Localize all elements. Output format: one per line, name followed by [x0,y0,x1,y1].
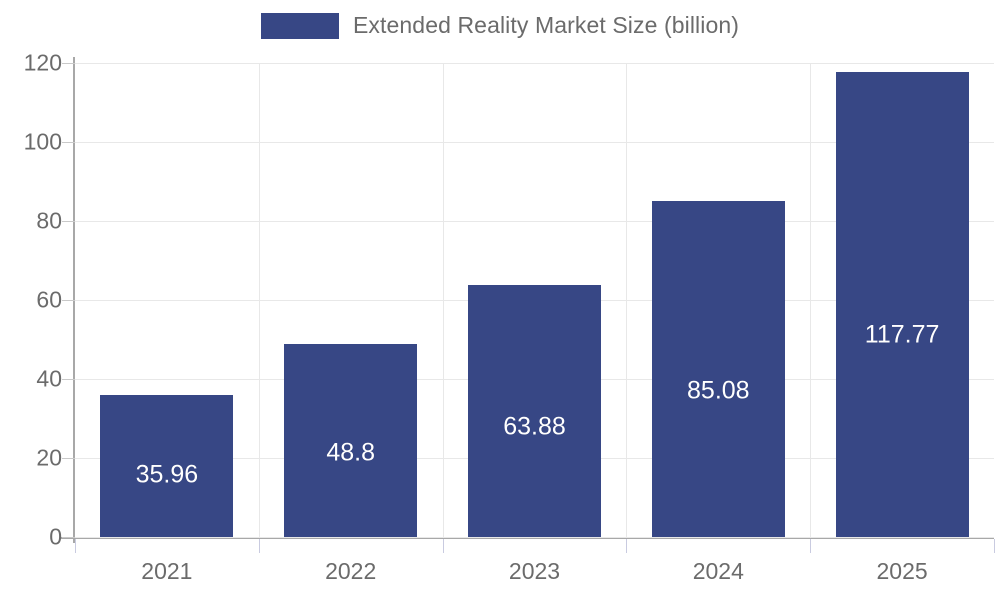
bar-2021[interactable] [100,394,234,537]
gridline-horizontal [75,142,994,143]
x-axis-label-2021: 2021 [141,558,193,584]
bar-2023[interactable] [468,284,601,537]
y-axis-label-80: 80 [36,207,62,234]
plot-area: 35.96 48.8 63.88 85.08 117.77 [75,63,994,538]
y-tick-mark [62,142,75,143]
bar-value-label-2021: 35.96 [135,460,199,489]
legend-item-label: Extended Reality Market Size (billion) [352,12,740,38]
y-axis-label-0: 0 [49,523,62,550]
bar-2024[interactable] [651,200,785,537]
x-axis-line [60,537,994,539]
y-axis-label-120: 120 [23,49,62,76]
gridline-vertical [259,63,260,537]
bar-2022[interactable] [284,344,418,537]
bar-value-label-2024: 85.08 [687,376,750,405]
gridline-vertical [443,63,444,537]
gridline-horizontal [75,63,994,64]
y-axis-label-20: 20 [36,444,62,471]
x-axis-label-2023: 2023 [508,558,561,584]
x-tick-mark [75,539,76,553]
gridline-horizontal [75,537,994,538]
gridline-vertical [810,63,811,537]
bar-value-label-2023: 63.88 [503,412,566,441]
bar-value-label-2025: 117.77 [864,320,940,349]
bar-2025[interactable] [835,71,969,537]
legend-item-extended-reality-market-size[interactable]: Extended Reality Market Size (billion) [260,12,740,39]
gridline-horizontal [75,221,994,222]
y-axis-label-40: 40 [36,365,62,392]
x-axis-label-2025: 2025 [876,558,928,584]
bar-value-label-2022: 48.8 [326,438,376,467]
y-tick-mark [62,300,75,301]
y-axis-tick-labels: 0 20 40 60 80 100 120 [0,0,62,600]
x-axis-label-2022: 2022 [325,558,377,584]
y-axis-label-60: 60 [36,286,62,313]
x-tick-mark [626,539,627,553]
x-tick-mark [810,539,811,553]
y-axis-label-100: 100 [23,128,62,155]
y-tick-mark [62,379,75,380]
x-tick-mark [443,539,444,553]
y-tick-mark [62,221,75,222]
x-axis-label-2024: 2024 [692,558,744,584]
gridline-vertical [626,63,627,537]
y-tick-mark [62,63,75,64]
legend-color-swatch-icon [260,12,339,39]
y-tick-mark [62,537,75,538]
chart-legend: Extended Reality Market Size (billion) [0,12,1000,39]
y-tick-mark [62,458,75,459]
x-tick-mark [259,539,260,553]
x-tick-mark [994,539,995,553]
